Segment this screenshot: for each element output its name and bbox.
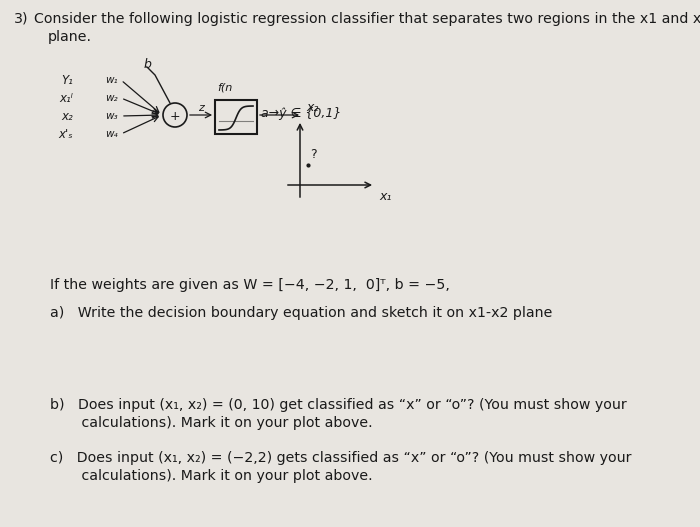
Text: b: b (143, 58, 151, 71)
Text: x₂: x₂ (62, 110, 73, 122)
Text: f(n: f(n (217, 82, 232, 92)
Text: calculations). Mark it on your plot above.: calculations). Mark it on your plot abov… (50, 469, 372, 483)
Text: x₂: x₂ (306, 101, 318, 114)
Text: w₄: w₄ (105, 129, 118, 139)
Text: b)   Does input (x₁, x₂) = (0, 10) get classified as “x” or “o”? (You must show : b) Does input (x₁, x₂) = (0, 10) get cla… (50, 398, 627, 412)
Text: If the weights are given as W = [−4, −2, 1,  0]ᵀ, b = −5,: If the weights are given as W = [−4, −2,… (50, 278, 450, 292)
Text: 3): 3) (14, 12, 29, 26)
Text: plane.: plane. (48, 30, 92, 44)
Text: z: z (198, 103, 204, 113)
Text: w₁: w₁ (105, 75, 118, 85)
Text: Y₁: Y₁ (61, 73, 73, 86)
Bar (215, 100, 257, 134)
Text: a)   Write the decision boundary equation and sketch it on x1-x2 plane: a) Write the decision boundary equation … (50, 306, 552, 320)
Text: +: + (169, 110, 181, 122)
Text: calculations). Mark it on your plot above.: calculations). Mark it on your plot abov… (50, 416, 372, 430)
Text: a→ŷ ∈ {0,1}: a→ŷ ∈ {0,1} (261, 106, 342, 120)
Text: w₂: w₂ (105, 93, 118, 103)
Text: x₁: x₁ (379, 190, 391, 203)
Text: w₃: w₃ (105, 111, 118, 121)
Text: c)   Does input (x₁, x₂) = (−2,2) gets classified as “x” or “o”? (You must show : c) Does input (x₁, x₂) = (−2,2) gets cla… (50, 451, 631, 465)
Text: x₁ˡ: x₁ˡ (60, 92, 73, 104)
Text: ?: ? (310, 149, 316, 161)
Text: Consider the following logistic regression classifier that separates two regions: Consider the following logistic regressi… (34, 12, 700, 26)
Text: x'ₛ: x'ₛ (58, 128, 73, 141)
